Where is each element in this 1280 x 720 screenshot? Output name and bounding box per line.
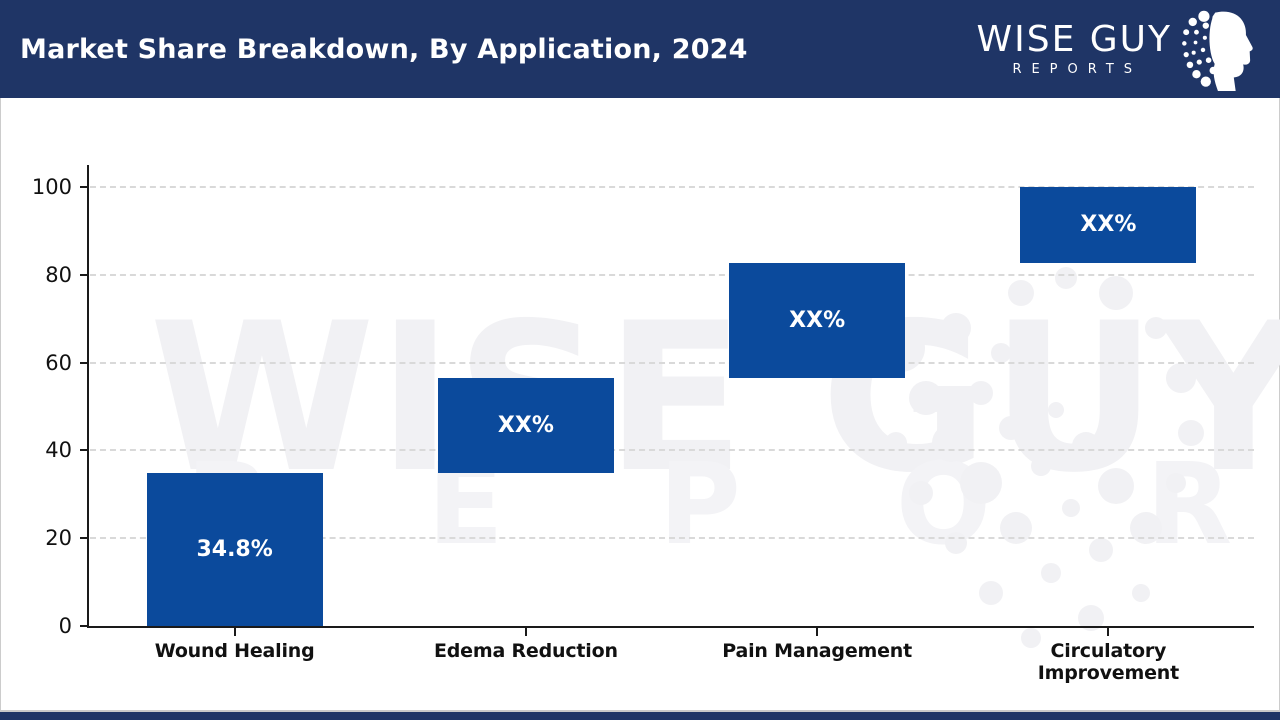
gridline (90, 273, 1254, 276)
x-category-label: Edema Reduction (381, 640, 671, 662)
watermark-wordmark: WISE GUY (149, 280, 1280, 518)
dotted-head-icon (1182, 10, 1253, 91)
y-tick (80, 625, 89, 627)
y-tick-label: 100 (31, 174, 72, 199)
y-tick (80, 361, 89, 364)
gridline (90, 361, 1254, 364)
page-title: Market Share Breakdown, By Application, … (20, 33, 748, 65)
y-tick (80, 537, 89, 540)
footer-bar (0, 712, 1280, 720)
x-category-label: Pain Management (672, 640, 962, 662)
x-tick (816, 628, 819, 636)
bar-value-label: XX% (497, 413, 554, 439)
logo-text: WISE GUY REPORTS (976, 18, 1173, 77)
gridline (90, 449, 1254, 452)
x-tick (233, 628, 236, 636)
y-tick-label: 60 (45, 350, 72, 375)
y-tick-label: 0 (58, 614, 72, 638)
y-tick-label: 40 (45, 438, 72, 463)
x-category-label-line: Wound Healing (154, 640, 315, 662)
logo-wordmark: WISE GUY (976, 18, 1172, 60)
y-axis-line (87, 165, 89, 628)
x-category-label: Circulatory Improvement (963, 640, 1253, 684)
wise-guy-logo: WISE GUY REPORTS (977, 7, 1257, 91)
x-tick (1107, 628, 1110, 636)
watermark-dots-pattern (877, 267, 1204, 648)
x-axis-line (87, 626, 1254, 628)
x-category-label: Wound Healing (90, 640, 380, 662)
bar: XX% (729, 262, 906, 378)
x-category-label-line: Pain Management (722, 640, 912, 662)
y-tick (80, 185, 89, 188)
bar: 34.8% (146, 473, 323, 626)
y-tick (80, 273, 89, 276)
y-tick-label: 80 (45, 262, 72, 287)
y-tick (80, 449, 89, 452)
bar-value-label: XX% (789, 307, 846, 333)
x-category-label-line: Edema Reduction (433, 640, 618, 662)
bar: XX% (1020, 186, 1197, 263)
x-category-label-line: Circulatory (1050, 640, 1167, 662)
y-tick-label: 20 (45, 526, 72, 551)
logo-sub-wordmark: REPORTS (1012, 61, 1143, 77)
bar-value-label: 34.8% (196, 537, 273, 563)
bar: XX% (437, 377, 614, 474)
x-category-label-line: Improvement (1037, 662, 1179, 684)
chart-area: WISE GUY R E P O R T S 0 (0, 98, 1280, 712)
gridline (90, 537, 1254, 540)
bar-value-label: XX% (1080, 212, 1137, 238)
x-tick (524, 628, 527, 636)
gridline (90, 185, 1254, 188)
header: Market Share Breakdown, By Application, … (0, 0, 1280, 98)
